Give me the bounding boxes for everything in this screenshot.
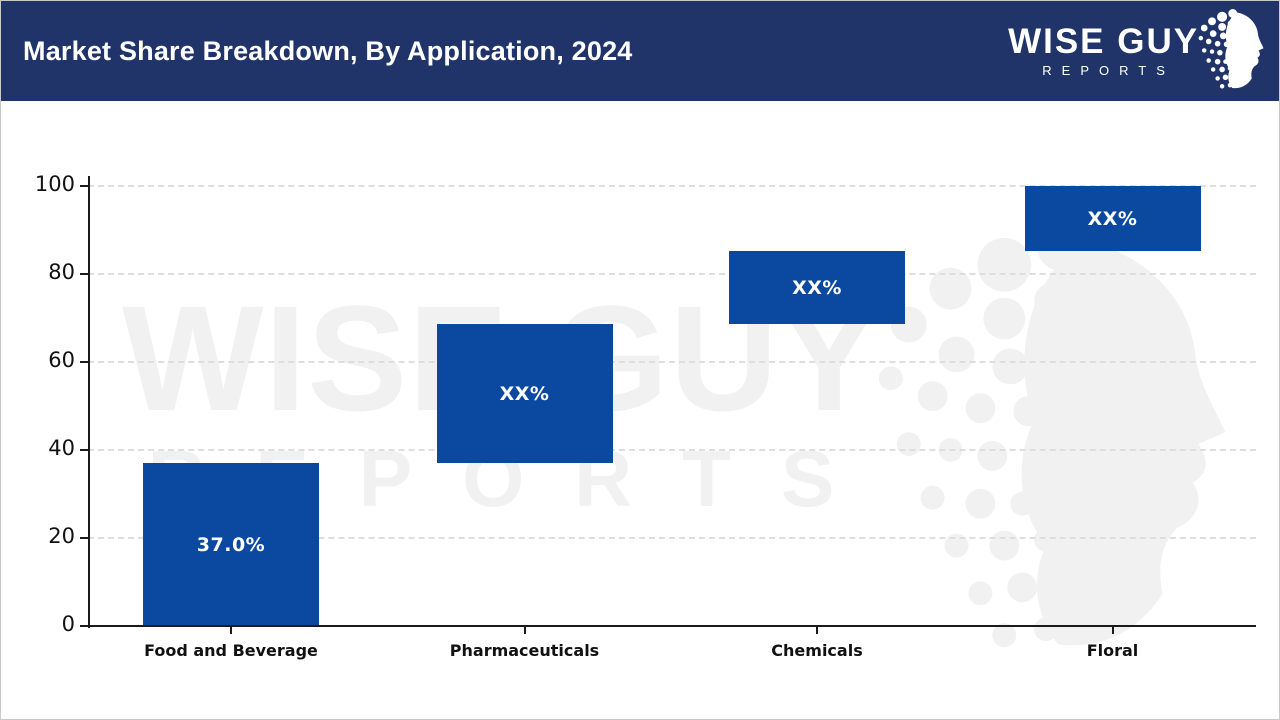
x-axis-category-label-floral: Floral bbox=[1086, 641, 1139, 660]
y-axis-tick-label-80: 80 bbox=[48, 260, 75, 284]
y-axis-tick-label-20: 20 bbox=[48, 524, 75, 548]
logo-dotted-head-profile-icon bbox=[1193, 9, 1267, 93]
gridline-40 bbox=[88, 449, 1256, 451]
gridline-60 bbox=[88, 361, 1256, 363]
y-axis-tick-label-60: 60 bbox=[48, 348, 75, 372]
x-axis-category-label-food-and-beverage: Food and Beverage bbox=[144, 641, 318, 660]
bar-value-label-pharmaceuticals: XX% bbox=[499, 382, 550, 405]
x-axis-tick-mark-food-and-beverage bbox=[230, 627, 232, 634]
bar-value-label-chemicals: XX% bbox=[792, 276, 842, 299]
bar-floral: XX% bbox=[1024, 186, 1201, 252]
watermark-dotted-head-profile-icon bbox=[849, 223, 1243, 671]
bar-pharmaceuticals: XX% bbox=[436, 324, 613, 464]
wise-guy-reports-logo: WISE GUY REPORTS bbox=[1008, 7, 1267, 95]
gridline-100 bbox=[88, 185, 1256, 187]
x-axis-tick-mark-pharmaceuticals bbox=[523, 627, 526, 634]
x-axis-category-label-chemicals: Chemicals bbox=[771, 641, 863, 660]
bar-value-label-food-and-beverage: 37.0% bbox=[196, 533, 266, 556]
header-bar: Market Share Breakdown, By Application, … bbox=[1, 1, 1279, 101]
y-axis-tick-mark-80 bbox=[80, 273, 88, 275]
y-axis-tick-label-40: 40 bbox=[48, 436, 75, 460]
bar-value-label-floral: XX% bbox=[1087, 207, 1138, 230]
logo-wise-guy-label: WISE GUY bbox=[1008, 22, 1200, 61]
y-axis-line bbox=[88, 176, 90, 628]
y-axis-tick-label-0: 0 bbox=[61, 612, 75, 636]
page-title: Market Share Breakdown, By Application, … bbox=[23, 35, 633, 66]
x-axis-tick-mark-chemicals bbox=[816, 627, 818, 634]
y-axis-tick-mark-60 bbox=[80, 361, 88, 363]
x-axis-line bbox=[88, 625, 1256, 627]
y-axis-tick-mark-100 bbox=[80, 185, 88, 187]
y-axis-tick-mark-20 bbox=[80, 537, 88, 539]
bar-food-and-beverage: 37.0% bbox=[143, 463, 319, 626]
x-axis-category-label-pharmaceuticals: Pharmaceuticals bbox=[449, 641, 600, 660]
logo-reports-label: REPORTS bbox=[1042, 63, 1175, 78]
x-axis-tick-mark-floral bbox=[1111, 627, 1114, 634]
gridline-80 bbox=[88, 273, 1256, 275]
gridline-20 bbox=[88, 537, 1256, 539]
y-axis-tick-mark-0 bbox=[80, 625, 88, 627]
y-axis-tick-mark-40 bbox=[80, 449, 88, 451]
y-axis-tick-label-100: 100 bbox=[34, 172, 75, 196]
bar-chemicals: XX% bbox=[729, 251, 905, 325]
logo-text: WISE GUY REPORTS bbox=[1008, 22, 1200, 79]
